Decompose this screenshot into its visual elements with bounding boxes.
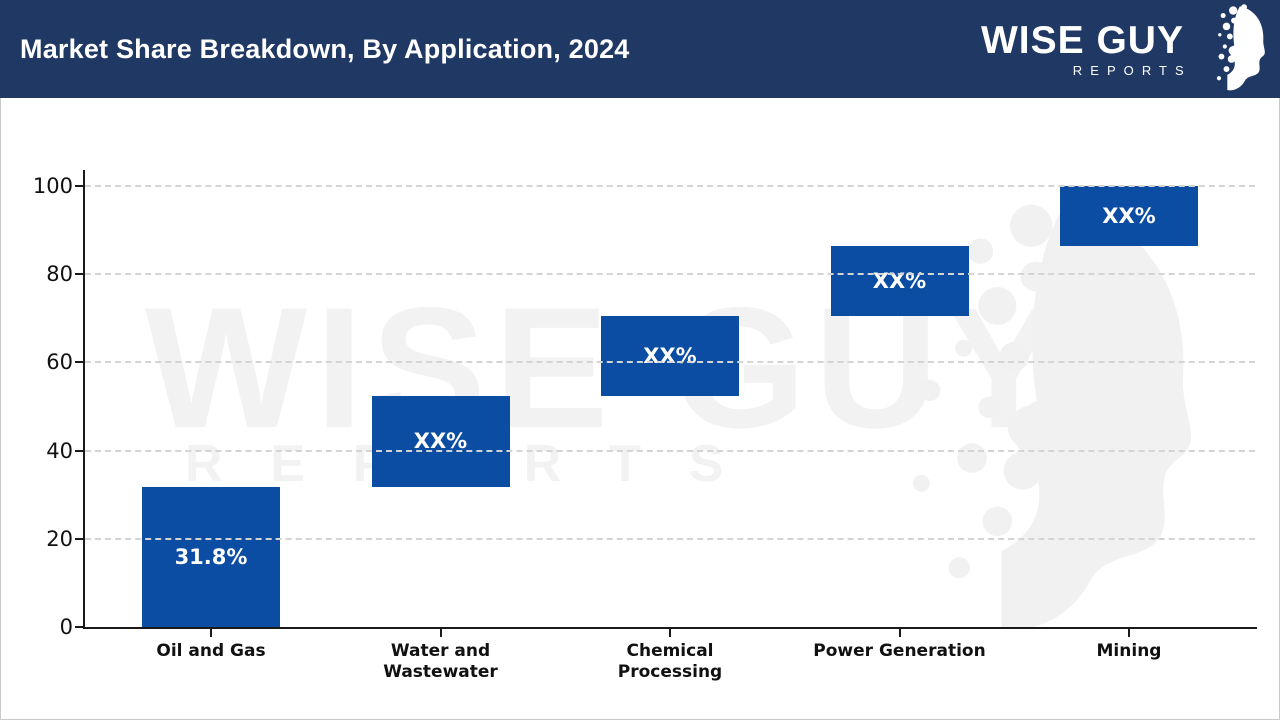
- gridline: [85, 537, 1255, 540]
- x-category-label: Water and Wastewater: [331, 641, 551, 684]
- bar-value-label: 31.8%: [174, 544, 248, 569]
- x-category-label-line: Oil and Gas: [156, 641, 266, 661]
- x-tick-mark: [898, 629, 901, 637]
- brand-logo: WISE GUY REPORTS: [981, 0, 1270, 98]
- y-tick-mark: [75, 449, 83, 452]
- waterfall-bar: XX%: [601, 316, 739, 396]
- chart-plot-area: 0 20 40 60 80 100 31.8% XX% XX% XX% XX% Oil and Gas…: [33, 170, 1257, 682]
- y-tick-mark: [75, 273, 83, 276]
- y-tick-mark: [75, 185, 83, 187]
- y-tick-label: 60: [46, 350, 73, 375]
- head-profile-icon: [1216, 4, 1265, 91]
- x-category-label: Mining: [1019, 641, 1239, 662]
- y-tick-label: 100: [32, 174, 73, 198]
- x-category-label-line: Power Generation: [813, 641, 986, 661]
- y-tick-mark: [75, 361, 83, 364]
- gridline: [85, 361, 1255, 364]
- header: Market Share Breakdown, By Application, …: [0, 0, 1280, 98]
- x-category-label-line: Mining: [1096, 641, 1162, 661]
- page-title: Market Share Breakdown, By Application, …: [20, 33, 630, 64]
- watermark-head-profile: [904, 194, 1192, 629]
- waterfall-bar: 31.8%: [142, 486, 280, 627]
- x-category-label: Chemical Processing: [560, 641, 780, 684]
- x-axis-line: [83, 627, 1257, 629]
- x-category-label: Power Generation: [790, 641, 1010, 662]
- x-category-label: Oil and Gas: [101, 641, 321, 662]
- x-category-label-line: Wastewater: [383, 662, 498, 683]
- gridline: [85, 185, 1255, 187]
- bar-value-label: XX%: [643, 344, 697, 368]
- gridline: [85, 273, 1255, 276]
- x-category-label-line: Chemical: [626, 641, 714, 661]
- brand-name: WISE GUY: [980, 18, 1184, 62]
- brand-logo-text: WISE GUY REPORTS: [981, 21, 1184, 78]
- waterfall-bar: XX%: [1060, 186, 1198, 247]
- y-tick-label: 40: [46, 438, 73, 463]
- y-axis-line: [83, 170, 85, 629]
- x-tick-mark: [669, 629, 671, 637]
- bar-value-label: XX%: [413, 429, 468, 454]
- x-tick-mark: [210, 629, 212, 637]
- y-tick-label: 80: [46, 262, 73, 287]
- x-category-label-line: Water and: [390, 641, 491, 661]
- x-tick-mark: [1128, 629, 1130, 637]
- y-tick-mark: [75, 537, 83, 540]
- y-tick-mark: [75, 626, 83, 628]
- bar-value-label: XX%: [1102, 204, 1156, 229]
- waterfall-bar: XX%: [830, 246, 969, 317]
- waterfall-bar: XX%: [371, 395, 510, 487]
- y-tick-label: 0: [59, 615, 73, 639]
- x-tick-mark: [439, 629, 442, 637]
- brand-subname: REPORTS: [1072, 62, 1192, 78]
- x-category-label-line: Processing: [617, 662, 723, 683]
- gridline: [85, 449, 1255, 452]
- y-tick-label: 20: [46, 526, 73, 551]
